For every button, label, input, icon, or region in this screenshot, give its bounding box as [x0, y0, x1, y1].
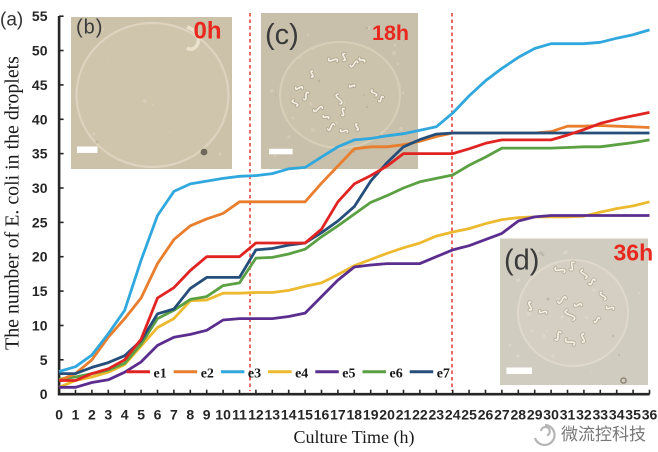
svg-text:微流控科技: 微流控科技 — [562, 426, 647, 445]
svg-text:0: 0 — [40, 386, 48, 402]
svg-text:e3: e3 — [248, 367, 261, 382]
svg-text:The number of E. coli in the d: The number of E. coli in the droplets — [2, 56, 24, 350]
svg-text:27: 27 — [494, 407, 510, 423]
svg-text:10: 10 — [32, 318, 48, 334]
svg-text:36h: 36h — [614, 240, 654, 266]
svg-text:(c): (c) — [265, 19, 299, 51]
svg-text:29: 29 — [527, 407, 543, 423]
svg-text:e4: e4 — [295, 367, 308, 382]
svg-text:33: 33 — [593, 407, 609, 423]
svg-text:23: 23 — [429, 407, 445, 423]
svg-text:5: 5 — [40, 352, 48, 368]
svg-text:12: 12 — [248, 407, 264, 423]
svg-text:(d): (d) — [504, 245, 539, 277]
svg-text:16: 16 — [314, 407, 330, 423]
svg-text:15: 15 — [297, 407, 313, 423]
svg-text:17: 17 — [330, 407, 346, 423]
svg-text:31: 31 — [560, 407, 576, 423]
svg-text:35: 35 — [625, 407, 641, 423]
svg-text:18: 18 — [347, 407, 363, 423]
svg-text:3: 3 — [104, 407, 112, 423]
svg-text:Culture Time (h): Culture Time (h) — [293, 427, 414, 448]
svg-text:e1: e1 — [154, 367, 167, 382]
svg-text:18h: 18h — [372, 21, 409, 45]
svg-text:45: 45 — [32, 77, 48, 93]
svg-text:4: 4 — [121, 407, 129, 423]
svg-text:30: 30 — [32, 180, 48, 196]
svg-text:21: 21 — [396, 407, 412, 423]
svg-text:50: 50 — [32, 43, 48, 59]
svg-text:34: 34 — [609, 407, 625, 423]
svg-text:e5: e5 — [342, 367, 355, 382]
svg-text:36: 36 — [642, 407, 658, 423]
svg-text:32: 32 — [576, 407, 592, 423]
svg-text:0h: 0h — [194, 18, 222, 45]
svg-text:19: 19 — [363, 407, 379, 423]
svg-text:24: 24 — [445, 407, 461, 423]
svg-text:13: 13 — [265, 407, 281, 423]
svg-text:7: 7 — [170, 407, 178, 423]
svg-text:2: 2 — [88, 407, 96, 423]
svg-text:25: 25 — [32, 214, 48, 230]
svg-text:e6: e6 — [390, 367, 403, 382]
svg-text:55: 55 — [32, 8, 48, 24]
svg-text:28: 28 — [511, 407, 527, 423]
svg-text:20: 20 — [32, 249, 48, 265]
svg-text:(a): (a) — [0, 10, 23, 31]
svg-text:26: 26 — [478, 407, 494, 423]
svg-text:22: 22 — [412, 407, 428, 423]
svg-text:14: 14 — [281, 407, 297, 423]
svg-text:0: 0 — [55, 407, 63, 423]
svg-text:11: 11 — [232, 407, 247, 423]
svg-text:(b): (b) — [76, 17, 103, 39]
svg-text:8: 8 — [186, 407, 194, 423]
svg-text:40: 40 — [32, 111, 48, 127]
svg-text:30: 30 — [543, 407, 559, 423]
svg-text:e2: e2 — [201, 367, 214, 382]
svg-text:微流控科技: 微流控科技 — [561, 425, 646, 444]
svg-text:e7: e7 — [437, 367, 450, 382]
svg-text:35: 35 — [32, 146, 48, 162]
svg-text:25: 25 — [461, 407, 477, 423]
svg-text:9: 9 — [203, 407, 211, 423]
svg-text:10: 10 — [215, 407, 231, 423]
svg-text:20: 20 — [379, 407, 395, 423]
svg-text:1: 1 — [72, 407, 80, 423]
svg-text:5: 5 — [137, 407, 145, 423]
svg-text:15: 15 — [32, 283, 48, 299]
svg-text:6: 6 — [154, 407, 162, 423]
